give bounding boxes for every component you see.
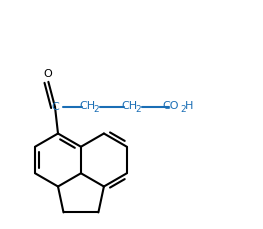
Text: C: C xyxy=(51,102,59,112)
Text: CO: CO xyxy=(163,101,179,111)
Text: CH: CH xyxy=(121,101,137,111)
Text: 2: 2 xyxy=(180,104,186,114)
Text: 2: 2 xyxy=(93,104,99,114)
Text: CH: CH xyxy=(79,101,95,111)
Text: 2: 2 xyxy=(135,104,141,114)
Text: O: O xyxy=(43,69,52,79)
Text: H: H xyxy=(185,101,193,111)
